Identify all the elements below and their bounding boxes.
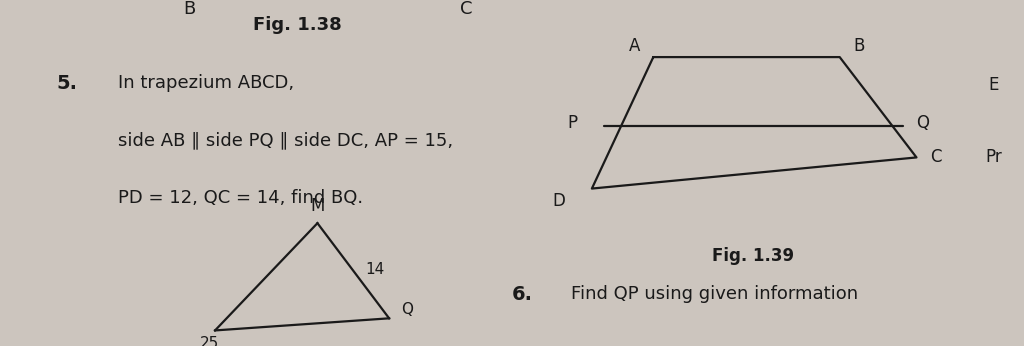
Text: In trapezium ABCD,: In trapezium ABCD, — [118, 74, 294, 92]
Text: 6.: 6. — [512, 285, 534, 304]
Text: D: D — [552, 192, 565, 210]
Text: M: M — [310, 197, 325, 215]
Text: PD = 12, QC = 14, find BQ.: PD = 12, QC = 14, find BQ. — [118, 189, 362, 207]
Text: P: P — [567, 114, 578, 132]
Text: 25: 25 — [201, 336, 219, 346]
Text: B: B — [183, 0, 196, 18]
Text: C: C — [460, 0, 472, 18]
Text: 14: 14 — [366, 262, 385, 276]
Text: B: B — [853, 37, 864, 55]
Text: Pr: Pr — [985, 148, 1001, 166]
Text: Find QP using given information: Find QP using given information — [571, 285, 858, 303]
Text: A: A — [629, 37, 640, 55]
Text: Fig. 1.39: Fig. 1.39 — [712, 247, 794, 265]
Text: 5.: 5. — [56, 74, 78, 93]
Text: Q: Q — [916, 114, 930, 132]
Text: side AB ∥ side PQ ∥ side DC, AP = 15,: side AB ∥ side PQ ∥ side DC, AP = 15, — [118, 131, 453, 149]
Text: E: E — [988, 76, 998, 94]
Text: Q: Q — [401, 302, 414, 317]
Text: Fig. 1.38: Fig. 1.38 — [253, 16, 341, 34]
Text: C: C — [930, 148, 941, 166]
